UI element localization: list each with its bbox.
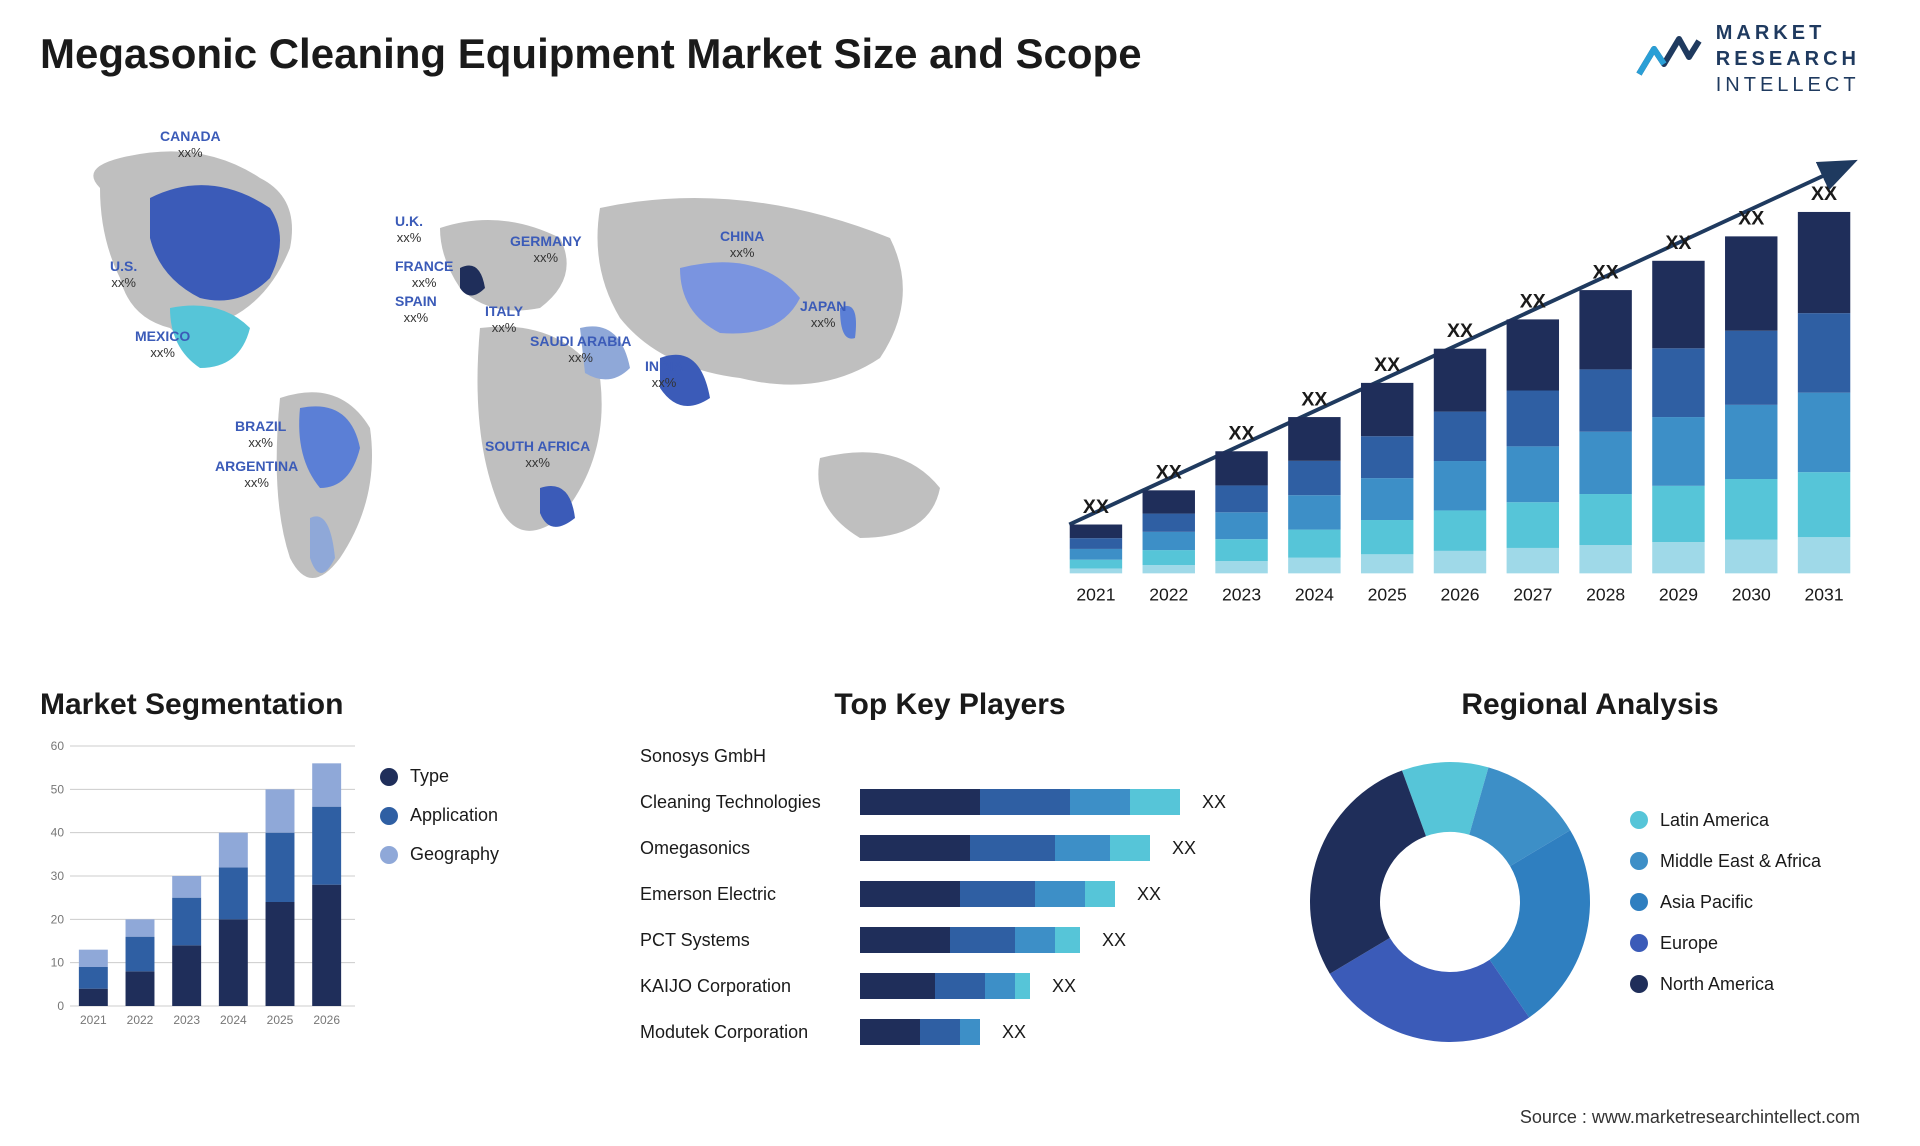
svg-text:2029: 2029 bbox=[1659, 585, 1698, 605]
segmentation-panel: Market Segmentation 0 10 20 30 40 50 60 2021 202… bbox=[40, 688, 600, 1068]
svg-text:XX: XX bbox=[1593, 261, 1619, 283]
players-list: Sonosys GmbH Cleaning Technologies XX Ome… bbox=[630, 736, 1270, 1068]
map-label: CANADAxx% bbox=[160, 128, 221, 160]
regional-title: Regional Analysis bbox=[1300, 688, 1880, 722]
player-row: Emerson Electric XX bbox=[640, 874, 1270, 914]
logo-text: MARKET RESEARCH INTELLECT bbox=[1716, 20, 1860, 98]
map-label: U.K.xx% bbox=[395, 213, 423, 245]
player-row: Sonosys GmbH bbox=[640, 736, 1270, 776]
svg-text:XX: XX bbox=[1738, 208, 1764, 230]
svg-text:XX: XX bbox=[1447, 320, 1473, 342]
svg-text:2027: 2027 bbox=[1513, 585, 1552, 605]
logo-swoosh-icon bbox=[1634, 29, 1704, 89]
svg-text:2023: 2023 bbox=[173, 1013, 200, 1027]
map-svg bbox=[40, 98, 1000, 658]
svg-text:XX: XX bbox=[1811, 183, 1837, 205]
map-label: INDIAxx% bbox=[645, 358, 683, 390]
map-label: ITALYxx% bbox=[485, 303, 523, 335]
regional-panel: Regional Analysis Latin America Middle Ea… bbox=[1300, 688, 1880, 1068]
player-row: Modutek Corporation XX bbox=[640, 1012, 1270, 1052]
map-label: JAPANxx% bbox=[800, 298, 846, 330]
svg-text:XX: XX bbox=[1374, 354, 1400, 376]
players-panel: Top Key Players Sonosys GmbH Cleaning Te… bbox=[630, 688, 1270, 1068]
map-label: MEXICOxx% bbox=[135, 328, 190, 360]
player-row: KAIJO Corporation XX bbox=[640, 966, 1270, 1006]
page-title: Megasonic Cleaning Equipment Market Size… bbox=[40, 30, 1880, 78]
svg-text:XX: XX bbox=[1665, 232, 1691, 254]
regional-donut-chart bbox=[1300, 752, 1600, 1052]
svg-text:20: 20 bbox=[51, 912, 65, 926]
source-text: Source : www.marketresearchintellect.com bbox=[1520, 1107, 1860, 1128]
svg-text:2026: 2026 bbox=[313, 1013, 340, 1027]
svg-text:2024: 2024 bbox=[1295, 585, 1334, 605]
map-label: ARGENTINAxx% bbox=[215, 458, 298, 490]
map-label: SAUDI ARABIAxx% bbox=[530, 333, 631, 365]
svg-text:60: 60 bbox=[51, 739, 65, 753]
brand-logo: MARKET RESEARCH INTELLECT bbox=[1634, 20, 1860, 98]
svg-text:2021: 2021 bbox=[1076, 585, 1115, 605]
world-map: CANADAxx% U.S.xx% MEXICOxx% BRAZILxx% ARGENT… bbox=[40, 98, 1000, 658]
growth-bar-chart: XX 2021 XX 2022 XX 2023 XX 2024 XX 2025 XX 2026 XX 20… bbox=[1040, 98, 1880, 658]
map-label: SPAINxx% bbox=[395, 293, 437, 325]
player-row: Omegasonics XX bbox=[640, 828, 1270, 868]
map-label: BRAZILxx% bbox=[235, 418, 286, 450]
map-label: SOUTH AFRICAxx% bbox=[485, 438, 590, 470]
svg-text:50: 50 bbox=[51, 782, 65, 796]
svg-text:10: 10 bbox=[51, 956, 65, 970]
segmentation-chart: 0 10 20 30 40 50 60 2021 2022 2023 2024 2025 2026 bbox=[40, 736, 360, 1068]
legend-item: North America bbox=[1630, 974, 1821, 995]
svg-text:40: 40 bbox=[51, 826, 65, 840]
svg-text:2026: 2026 bbox=[1440, 585, 1479, 605]
legend-item: Asia Pacific bbox=[1630, 892, 1821, 913]
svg-text:2025: 2025 bbox=[1368, 585, 1407, 605]
svg-text:XX: XX bbox=[1520, 291, 1546, 313]
legend-item: Type bbox=[380, 766, 499, 787]
segmentation-title: Market Segmentation bbox=[40, 688, 600, 722]
svg-text:2023: 2023 bbox=[1222, 585, 1261, 605]
player-row: PCT Systems XX bbox=[640, 920, 1270, 960]
svg-text:2030: 2030 bbox=[1732, 585, 1771, 605]
svg-text:2022: 2022 bbox=[127, 1013, 154, 1027]
svg-text:XX: XX bbox=[1229, 423, 1255, 445]
map-label: CHINAxx% bbox=[720, 228, 764, 260]
legend-item: Middle East & Africa bbox=[1630, 851, 1821, 872]
map-label: U.S.xx% bbox=[110, 258, 137, 290]
legend-item: Latin America bbox=[1630, 810, 1821, 831]
segmentation-legend: Type Application Geography bbox=[380, 736, 499, 1068]
svg-text:2025: 2025 bbox=[267, 1013, 294, 1027]
svg-text:2031: 2031 bbox=[1805, 585, 1844, 605]
svg-text:2021: 2021 bbox=[80, 1013, 107, 1027]
svg-text:XX: XX bbox=[1301, 388, 1327, 410]
svg-text:0: 0 bbox=[57, 999, 64, 1013]
svg-text:30: 30 bbox=[51, 869, 65, 883]
svg-text:2028: 2028 bbox=[1586, 585, 1625, 605]
players-title: Top Key Players bbox=[630, 688, 1270, 722]
map-label: GERMANYxx% bbox=[510, 233, 582, 265]
player-row: Cleaning Technologies XX bbox=[640, 782, 1270, 822]
map-label: FRANCExx% bbox=[395, 258, 453, 290]
svg-text:XX: XX bbox=[1156, 462, 1182, 484]
svg-text:2024: 2024 bbox=[220, 1013, 247, 1027]
legend-item: Europe bbox=[1630, 933, 1821, 954]
regional-legend: Latin America Middle East & Africa Asia Pa… bbox=[1630, 810, 1821, 995]
svg-text:XX: XX bbox=[1083, 496, 1109, 518]
legend-item: Application bbox=[380, 805, 499, 826]
legend-item: Geography bbox=[380, 844, 499, 865]
svg-text:2022: 2022 bbox=[1149, 585, 1188, 605]
